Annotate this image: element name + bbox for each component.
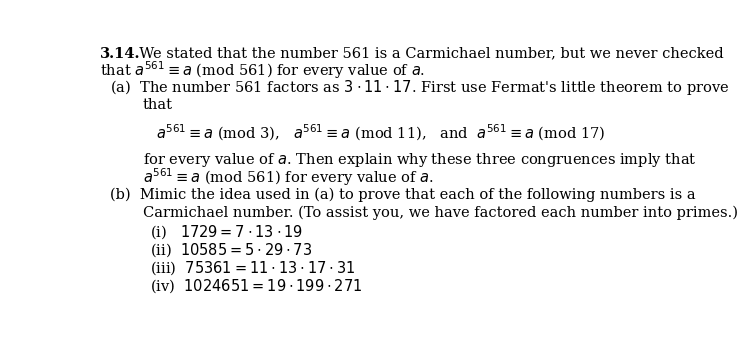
Text: (a)  The number 561 factors as $3 \cdot 11 \cdot 17$. First use Fermat's little : (a) The number 561 factors as $3 \cdot 1… [110,78,730,97]
Text: (iv)  $1024651 = 19 \cdot 199 \cdot 271$: (iv) $1024651 = 19 \cdot 199 \cdot 271$ [150,277,363,295]
Text: (iii)  $75361 = 11 \cdot 13 \cdot 17 \cdot 31$: (iii) $75361 = 11 \cdot 13 \cdot 17 \cdo… [150,259,356,277]
Text: Carmichael number. (To assist you, we have factored each number into primes.): Carmichael number. (To assist you, we ha… [143,205,738,220]
Text: (i)   $1729 = 7 \cdot 13 \cdot 19$: (i) $1729 = 7 \cdot 13 \cdot 19$ [150,223,304,241]
Text: 3.14.: 3.14. [100,47,141,61]
Text: that $a^{561} \equiv a$ (mod 561) for every value of $a$.: that $a^{561} \equiv a$ (mod 561) for ev… [100,60,426,81]
Text: $a^{561} \equiv a$ (mod 561) for every value of $a$.: $a^{561} \equiv a$ (mod 561) for every v… [143,167,434,189]
Text: that: that [143,98,173,112]
Text: (ii)  $10585 = 5 \cdot 29 \cdot 73$: (ii) $10585 = 5 \cdot 29 \cdot 73$ [150,241,313,259]
Text: for every value of $a$. Then explain why these three congruences imply that: for every value of $a$. Then explain why… [143,151,696,169]
Text: We stated that the number 561 is a Carmichael number, but we never checked: We stated that the number 561 is a Carmi… [130,47,724,61]
Text: $a^{561} \equiv a$ (mod 3),   $a^{561} \equiv a$ (mod 11),   and  $a^{561} \equi: $a^{561} \equiv a$ (mod 3), $a^{561} \eq… [156,123,606,143]
Text: (b)  Mimic the idea used in (a) to prove that each of the following numbers is a: (b) Mimic the idea used in (a) to prove … [110,188,695,202]
